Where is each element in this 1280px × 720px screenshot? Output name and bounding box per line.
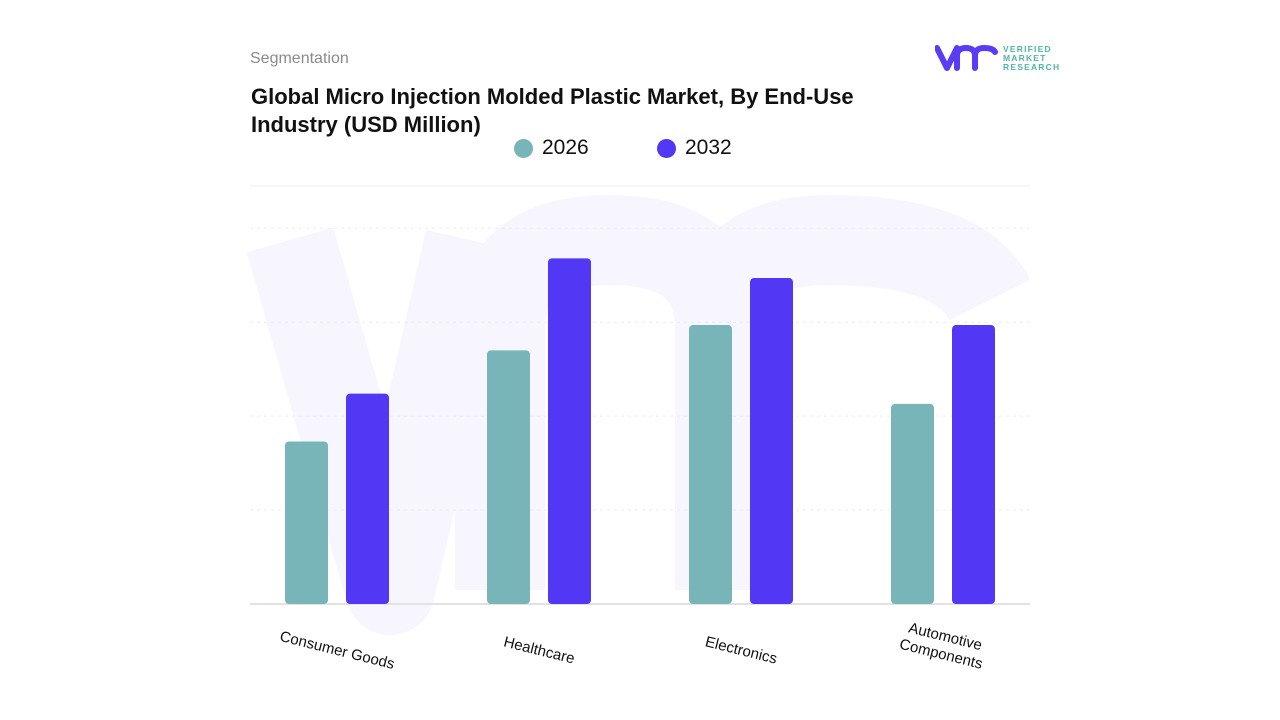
bar-2032-automotive-components bbox=[952, 325, 995, 604]
section-label: Segmentation bbox=[250, 50, 349, 67]
bar-2026-automotive-components bbox=[891, 403, 934, 604]
legend-label-2026: 2026 bbox=[542, 136, 589, 159]
logo-line-2: MARKET bbox=[1003, 52, 1047, 63]
bar-2026-consumer-goods bbox=[285, 441, 328, 604]
logo-line-3: RESEARCH bbox=[1003, 61, 1061, 72]
vmr-logo: VERIFIED MARKET RESEARCH bbox=[935, 44, 1060, 72]
legend-swatch-2032 bbox=[657, 138, 676, 158]
legend-label-2032: 2032 bbox=[685, 136, 732, 159]
bar-2026-electronics bbox=[689, 325, 732, 604]
legend-item-2032: 2032 bbox=[657, 136, 732, 160]
bar-2032-electronics bbox=[750, 278, 793, 604]
vmr-logo-mark-icon bbox=[935, 45, 998, 71]
bar-2032-healthcare bbox=[548, 258, 591, 604]
logo-line-1: VERIFIED bbox=[1003, 43, 1052, 54]
bar-2026-healthcare bbox=[487, 350, 530, 604]
watermark bbox=[246, 195, 1031, 635]
legend-item-2026: 2026 bbox=[514, 136, 589, 160]
legend-swatch-2026 bbox=[514, 138, 533, 158]
chart-title: Global Micro Injection Molded Plastic Ma… bbox=[251, 84, 854, 137]
bar-2032-consumer-goods bbox=[346, 393, 389, 604]
